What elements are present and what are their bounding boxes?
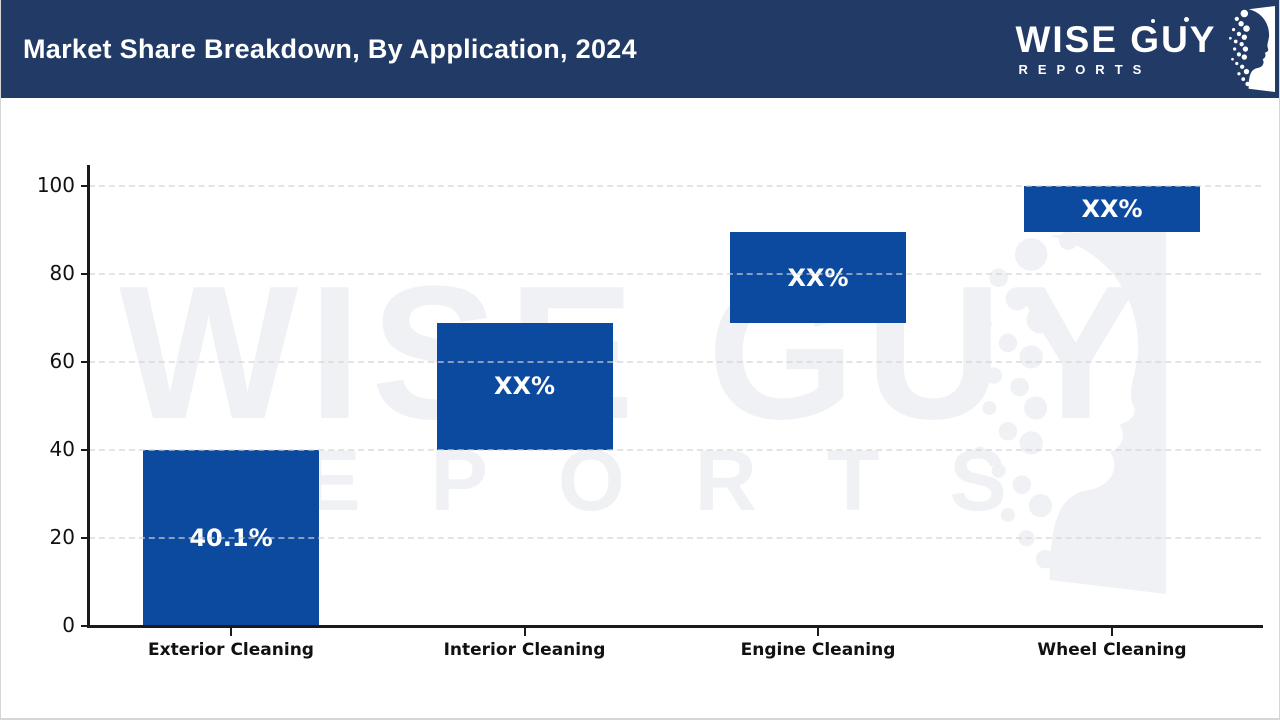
- y-tick: [81, 537, 89, 539]
- gridline-20: [89, 537, 1261, 539]
- x-tick: [1111, 628, 1113, 636]
- y-axis-line: [87, 165, 90, 628]
- y-axis-tick-label: 80: [49, 261, 75, 285]
- bar-wheel-cleaning[interactable]: XX%: [1024, 186, 1200, 233]
- x-tick: [523, 628, 526, 636]
- x-tick: [817, 628, 819, 636]
- gridline-100: [89, 185, 1261, 187]
- bar-value-label: XX%: [493, 372, 556, 401]
- y-tick: [81, 273, 89, 275]
- bar-value-label: XX%: [787, 263, 849, 292]
- brand-logo-text: WISE GUY REPORTS: [1015, 17, 1217, 77]
- y-tick: [81, 185, 89, 187]
- x-axis-label: Wheel Cleaning: [1037, 640, 1187, 660]
- bar-interior-cleaning[interactable]: XX%: [436, 323, 613, 450]
- y-axis-tick-label: 20: [49, 525, 75, 549]
- y-axis-tick-label: 40: [49, 437, 75, 461]
- logo-dot-icon: [1183, 17, 1189, 22]
- header: Market Share Breakdown, By Application, …: [1, 0, 1279, 98]
- bar-engine-cleaning[interactable]: XX%: [730, 232, 906, 324]
- brand-logo: WISE GUY REPORTS: [1015, 0, 1279, 98]
- gridline-80: [89, 273, 1261, 275]
- bar-value-label: XX%: [1081, 195, 1143, 224]
- x-axis-label: Exterior Cleaning: [148, 640, 314, 660]
- watermark-wordmark: WISE GUY: [119, 247, 1150, 459]
- y-axis-tick-label: 0: [62, 613, 75, 637]
- brand-subtext: REPORTS: [1018, 62, 1152, 77]
- y-axis-tick-label: 60: [49, 349, 75, 373]
- brand-wordmark: WISE GUY: [1015, 19, 1217, 60]
- gridline-60: [89, 361, 1261, 363]
- y-tick: [81, 449, 89, 451]
- y-tick: [81, 361, 89, 363]
- y-axis-tick-label: 100: [36, 173, 75, 197]
- page-title: Market Share Breakdown, By Application, …: [23, 33, 637, 64]
- x-axis-label: Engine Cleaning: [740, 640, 896, 660]
- face-profile-dots-icon: [1228, 6, 1275, 92]
- x-axis-label: Interior Cleaning: [443, 640, 606, 660]
- x-tick: [230, 628, 232, 636]
- gridline-40: [89, 449, 1261, 451]
- x-axis-line: [87, 625, 1263, 628]
- y-tick: [81, 625, 89, 627]
- logo-dot-icon: [1150, 19, 1155, 23]
